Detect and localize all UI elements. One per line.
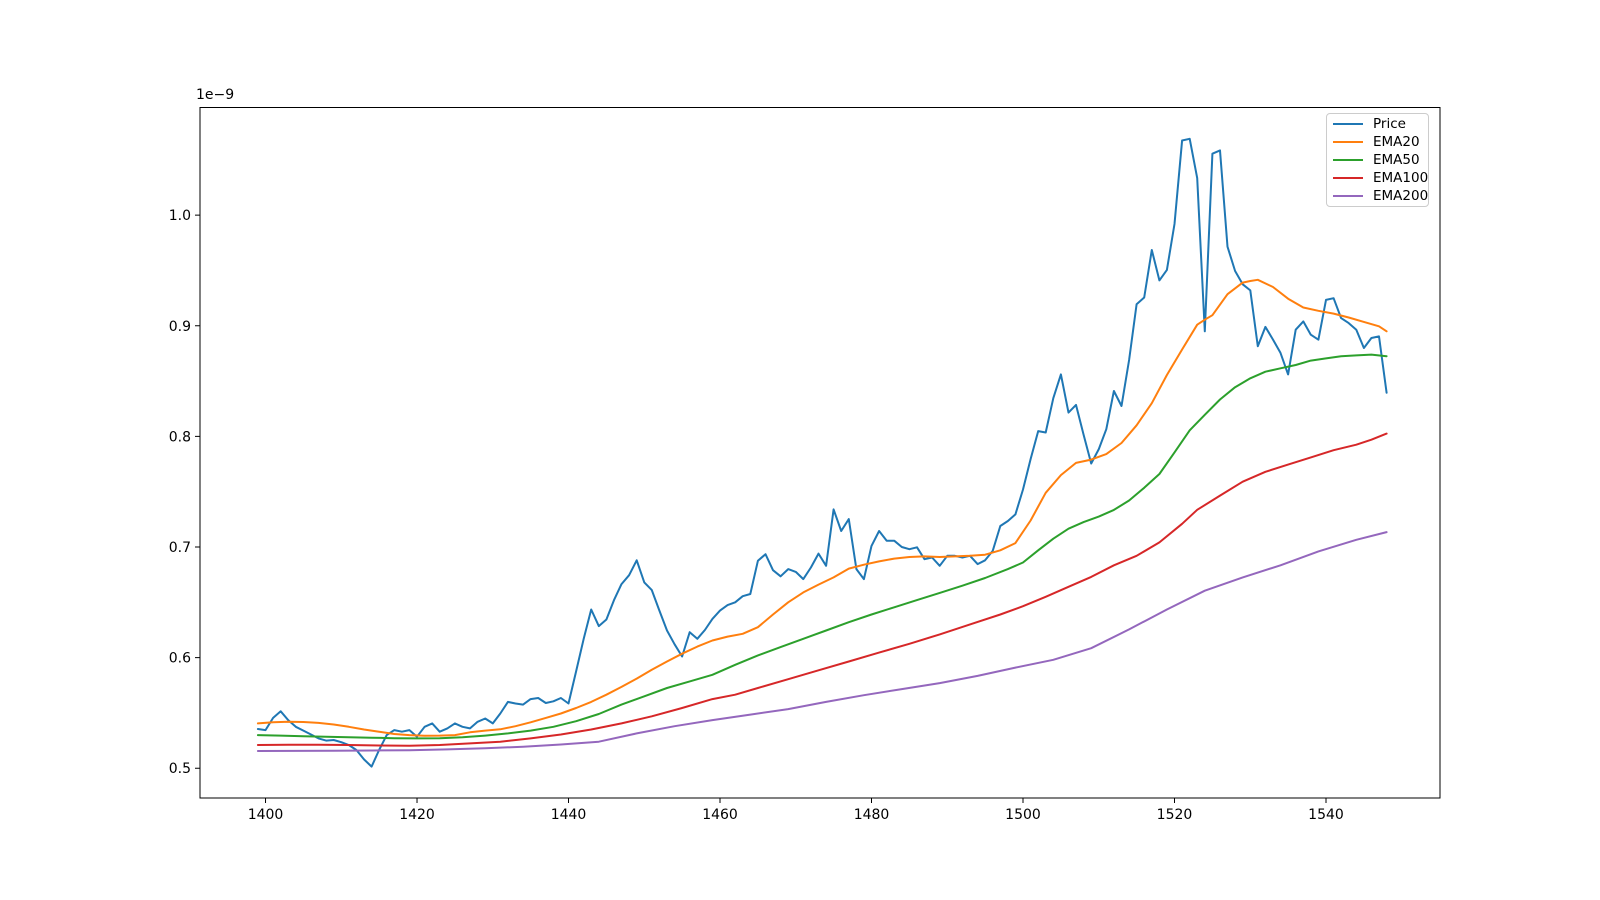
legend-entry: EMA50: [1333, 151, 1422, 169]
legend-label: EMA50: [1373, 152, 1420, 168]
ema20-line: [256, 278, 1388, 737]
legend-entry: EMA20: [1333, 133, 1422, 151]
legend-label: EMA200: [1373, 188, 1429, 204]
legend-line-swatch: [1333, 159, 1363, 161]
legend-entry: Price: [1333, 115, 1422, 133]
x-tick-label: 1540: [1308, 807, 1344, 823]
price-line: [256, 137, 1388, 768]
legend-line-swatch: [1333, 177, 1363, 179]
x-tick-label: 1460: [702, 807, 738, 823]
y-tick-label: 0.6: [169, 651, 191, 667]
plot-frame: [199, 107, 1441, 799]
ema200-line: [256, 531, 1388, 752]
legend-line-swatch: [1333, 141, 1363, 143]
x-tick-label: 1440: [551, 807, 587, 823]
x-tick-label: 1520: [1157, 807, 1193, 823]
legend-line-swatch: [1333, 123, 1363, 125]
y-tick-label: 0.8: [169, 429, 191, 445]
y-axis-offset-label: 1e−9: [196, 87, 235, 103]
y-tick-label: 0.7: [169, 540, 191, 556]
y-tick-label: 1.0: [169, 208, 191, 224]
ema100-line: [256, 432, 1388, 747]
legend-label: EMA100: [1373, 170, 1429, 186]
x-tick-label: 1420: [399, 807, 435, 823]
ema50-line: [256, 353, 1388, 740]
legend-entry: EMA100: [1333, 169, 1428, 187]
x-tick-label: 1400: [248, 807, 284, 823]
legend-line-swatch: [1333, 195, 1363, 197]
x-tick-label: 1500: [1005, 807, 1041, 823]
x-tick-label: 1480: [854, 807, 890, 823]
legend-label: EMA20: [1373, 134, 1420, 150]
legend: Price EMA20 EMA50 EMA100 EMA200: [1326, 113, 1429, 207]
y-tick-label: 0.5: [169, 761, 191, 777]
y-tick-label: 0.9: [169, 319, 191, 335]
legend-entry: EMA200: [1333, 187, 1428, 205]
legend-label: Price: [1373, 116, 1406, 132]
